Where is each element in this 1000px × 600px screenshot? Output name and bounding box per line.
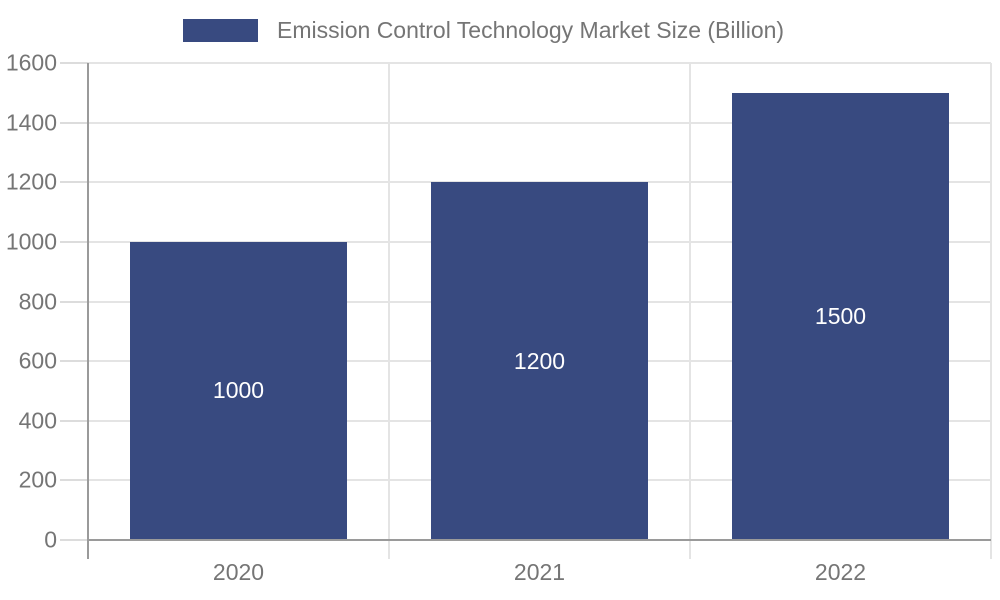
- y-tick-label: 400: [18, 407, 57, 434]
- legend: Emission Control Technology Market Size …: [183, 17, 785, 43]
- x-tick-label: 2021: [513, 559, 566, 585]
- y-axis-line: [87, 63, 89, 559]
- gridline: [88, 62, 991, 64]
- y-axis-tick: [60, 360, 88, 363]
- bar: 1200: [430, 182, 649, 540]
- y-tick-label: 1400: [5, 109, 57, 136]
- y-tick-label: 0: [44, 526, 57, 553]
- x-axis-line: [88, 539, 991, 541]
- y-tick-label: 200: [18, 466, 57, 493]
- category-boundary-line: [688, 63, 691, 559]
- legend-label: Emission Control Technology Market Size …: [277, 17, 785, 43]
- y-tick-label: 1600: [5, 49, 57, 76]
- legend-swatch: [183, 19, 258, 43]
- y-axis-tick: [60, 479, 88, 482]
- category-boundary-line: [990, 63, 992, 559]
- bar-value-label: 1200: [513, 347, 566, 374]
- y-axis-tick: [60, 62, 88, 64]
- y-tick-label: 1200: [5, 168, 57, 195]
- bar-value-label: 1500: [814, 302, 867, 329]
- y-axis-tick: [60, 300, 88, 303]
- x-tick-label: 2022: [814, 559, 867, 585]
- y-axis-tick: [60, 419, 88, 422]
- x-tick-label: 2020: [212, 559, 265, 585]
- y-axis-tick: [60, 181, 88, 184]
- gridline: [88, 121, 991, 124]
- y-axis-tick: [60, 121, 88, 124]
- y-axis-tick: [60, 240, 88, 243]
- y-tick-label: 600: [18, 347, 57, 374]
- bar-value-label: 1000: [212, 377, 265, 404]
- bar: 1000: [129, 241, 348, 540]
- plot-area: 0 200 400 600 800 1000 1200 1400 1600 1000 2020 120…: [6, 51, 992, 584]
- y-axis-tick: [60, 539, 88, 541]
- category-boundary-line: [387, 63, 390, 559]
- y-tick-label: 1000: [5, 228, 57, 255]
- y-tick-label: 800: [18, 288, 57, 314]
- bar: 1500: [731, 92, 950, 540]
